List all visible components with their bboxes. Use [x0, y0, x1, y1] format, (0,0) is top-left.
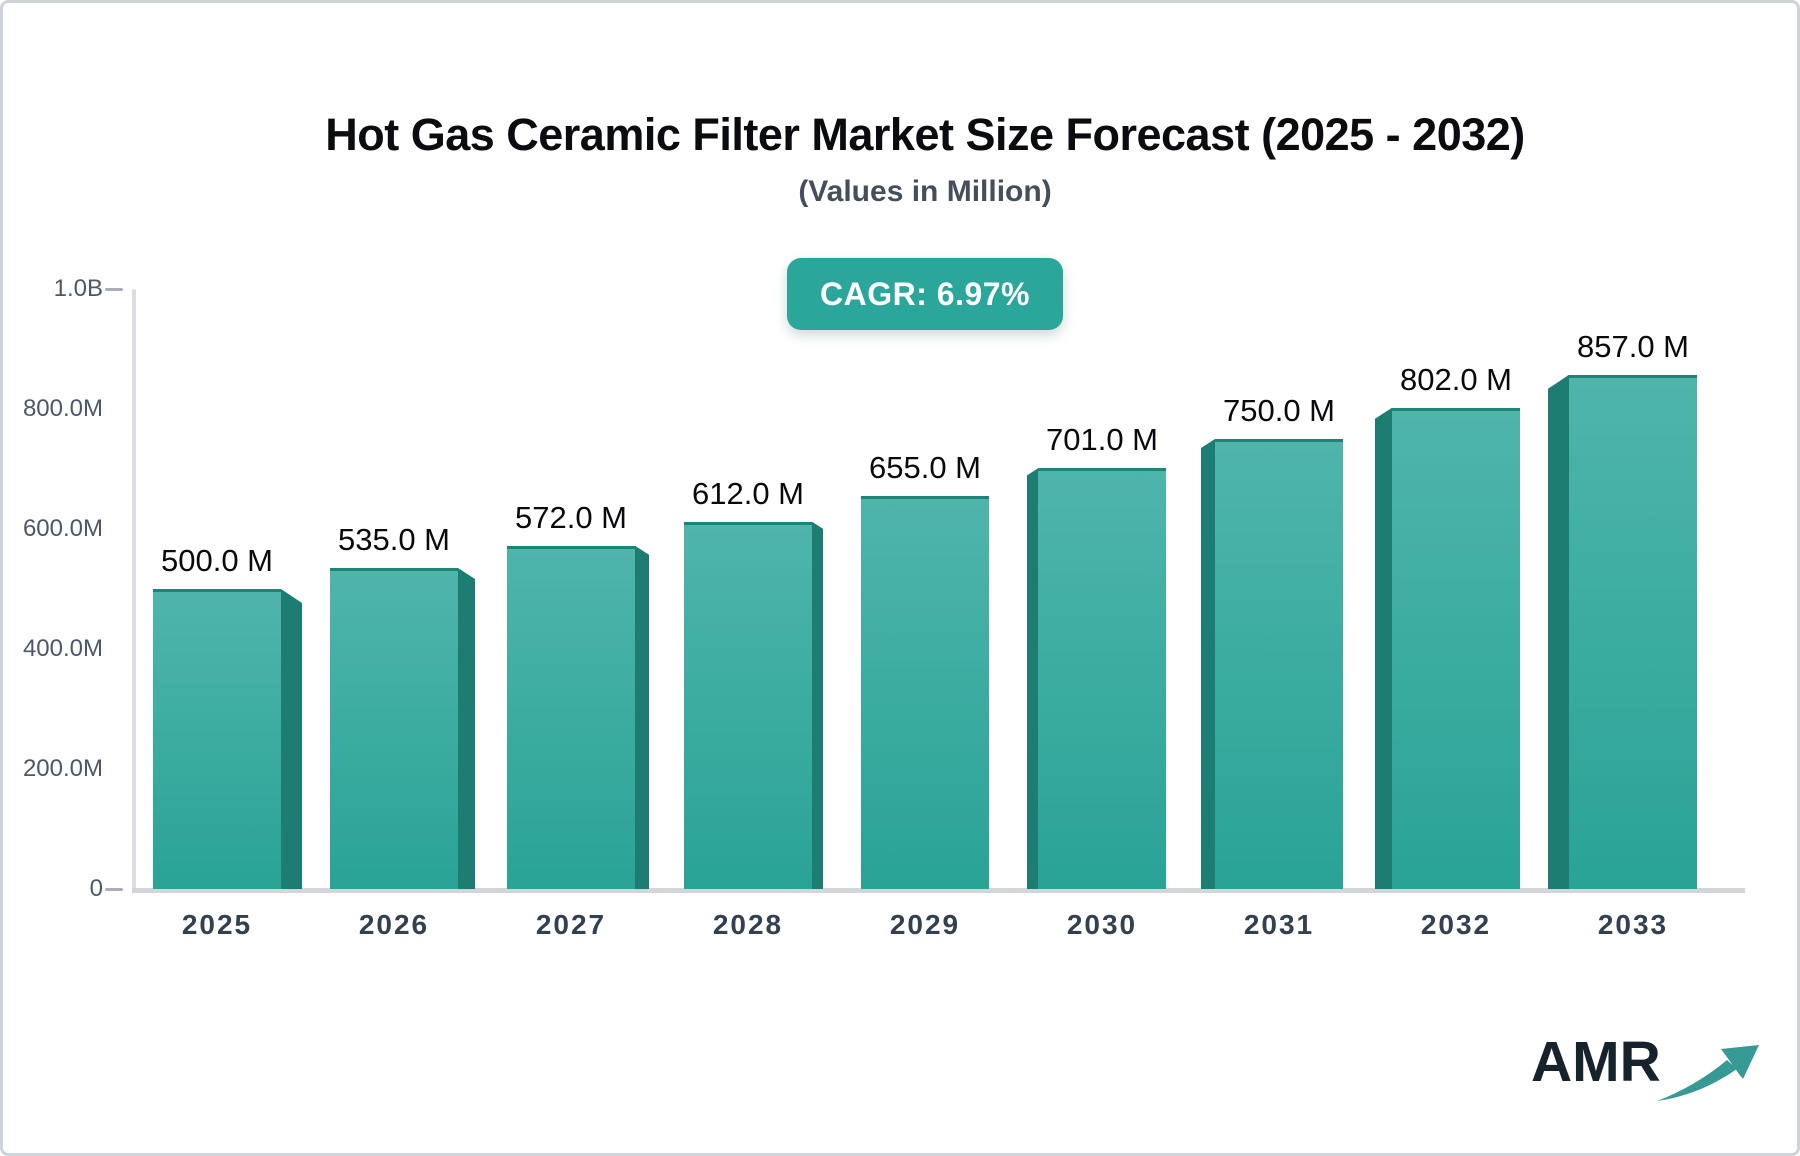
- bar-value-label: 655.0 M: [868, 450, 981, 485]
- x-tick-label: 2027: [535, 909, 607, 940]
- x-tick-label: 2029: [889, 909, 961, 940]
- bar-2033: [1569, 374, 1697, 889]
- bar-value-label: 750.0 M: [1222, 393, 1335, 428]
- x-axis-baseline: [132, 888, 1745, 893]
- bar-side-face-2031: [1201, 439, 1215, 889]
- bar-side-face-2032: [1375, 407, 1392, 889]
- x-tick-label: 2032: [1420, 909, 1492, 940]
- bar-side-face-2030: [1027, 468, 1038, 889]
- y-tick-label: 800.0M: [22, 395, 103, 422]
- bar-side-face-2026: [458, 568, 475, 889]
- y-tick-dash: [105, 288, 123, 291]
- bar-side-face-2027: [635, 545, 649, 889]
- y-tick-label: 400.0M: [22, 635, 103, 662]
- chart-subtitle: (Values in Million): [798, 175, 1052, 208]
- bar-2026: [330, 568, 458, 889]
- x-tick-label: 2030: [1066, 909, 1138, 940]
- bar-side-face-2028: [812, 521, 823, 889]
- bar-value-label: 802.0 M: [1399, 361, 1512, 397]
- x-tick-label: 2033: [1597, 909, 1669, 940]
- bar-value-label: 701.0 M: [1045, 422, 1158, 458]
- plot-area: 1.0B 800.0M 600.0M 400.0M 200.0M 0 500.0 M 2025…: [3, 3, 1797, 1153]
- cagr-badge: CAGR: 6.97%: [787, 258, 1063, 330]
- bar-side-face-2033: [1548, 374, 1569, 889]
- bar-2029: [861, 496, 989, 889]
- bar-side-face-2025: [281, 589, 302, 889]
- x-tick-label: 2031: [1243, 909, 1315, 940]
- bar-value-label: 572.0 M: [514, 499, 627, 535]
- chart-title: Hot Gas Ceramic Filter Market Size Forec…: [325, 109, 1525, 160]
- bar-2027: [507, 545, 635, 889]
- bar-value-label: 857.0 M: [1576, 328, 1689, 364]
- x-tick-label: 2028: [712, 909, 784, 940]
- y-tick-label: 0: [89, 875, 103, 902]
- amr-logo: AMR: [1531, 1033, 1763, 1107]
- amr-logo-text: AMR: [1531, 1030, 1661, 1094]
- bar-2030: [1038, 468, 1166, 889]
- bar-2032: [1392, 407, 1520, 889]
- trend-arrow-icon: [1656, 1045, 1759, 1101]
- bar-value-label: 535.0 M: [337, 522, 450, 557]
- y-tick-label: 200.0M: [22, 755, 103, 782]
- bar-value-label: 612.0 M: [691, 475, 804, 511]
- y-tick-label: 600.0M: [22, 515, 103, 542]
- bar-2025: [153, 589, 281, 889]
- x-tick-label: 2026: [358, 909, 430, 940]
- bar-2028: [684, 521, 812, 889]
- y-tick-label: 1.0B: [53, 275, 103, 302]
- bar-2031: [1215, 439, 1343, 889]
- cagr-badge-label: CAGR: 6.97%: [820, 275, 1030, 312]
- y-tick-dash: [105, 888, 123, 891]
- y-axis-line: [132, 289, 136, 893]
- bar-value-label: 500.0 M: [160, 543, 273, 578]
- x-tick-label: 2025: [181, 909, 253, 940]
